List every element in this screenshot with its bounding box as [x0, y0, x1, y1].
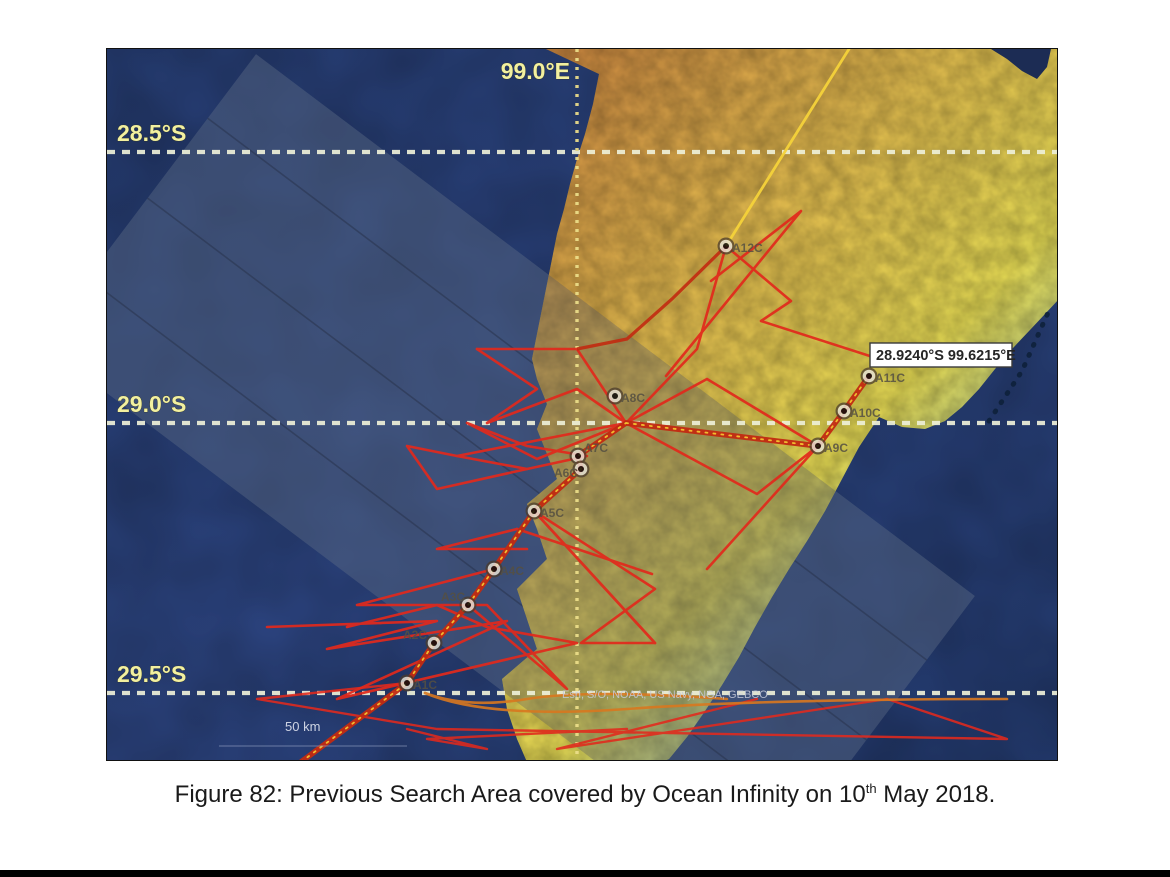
- svg-text:A7C: A7C: [584, 441, 608, 455]
- svg-text:A1C: A1C: [413, 678, 437, 692]
- svg-text:Esri, S/O, NOAA, US Navy, NGA,: Esri, S/O, NOAA, US Navy, NGA, GEBCO: [562, 689, 768, 701]
- svg-text:A11C: A11C: [875, 371, 905, 385]
- svg-text:A5C: A5C: [540, 506, 564, 520]
- svg-text:28.9240°S 99.6215°E: 28.9240°S 99.6215°E: [876, 348, 1016, 364]
- svg-text:A8C: A8C: [621, 391, 645, 405]
- svg-text:50 km: 50 km: [285, 719, 320, 734]
- svg-text:A10C: A10C: [850, 406, 881, 420]
- svg-text:99.0°E: 99.0°E: [501, 58, 570, 84]
- svg-text:A6C: A6C: [554, 466, 578, 480]
- svg-text:A9C: A9C: [824, 441, 848, 455]
- svg-text:A3C: A3C: [441, 590, 465, 604]
- svg-text:29.0°S: 29.0°S: [117, 391, 186, 417]
- svg-text:A12C: A12C: [732, 241, 763, 255]
- svg-text:A2C: A2C: [403, 628, 427, 642]
- svg-text:28.5°S: 28.5°S: [117, 120, 186, 146]
- svg-text:A4C: A4C: [500, 564, 524, 578]
- svg-text:29.5°S: 29.5°S: [117, 661, 186, 687]
